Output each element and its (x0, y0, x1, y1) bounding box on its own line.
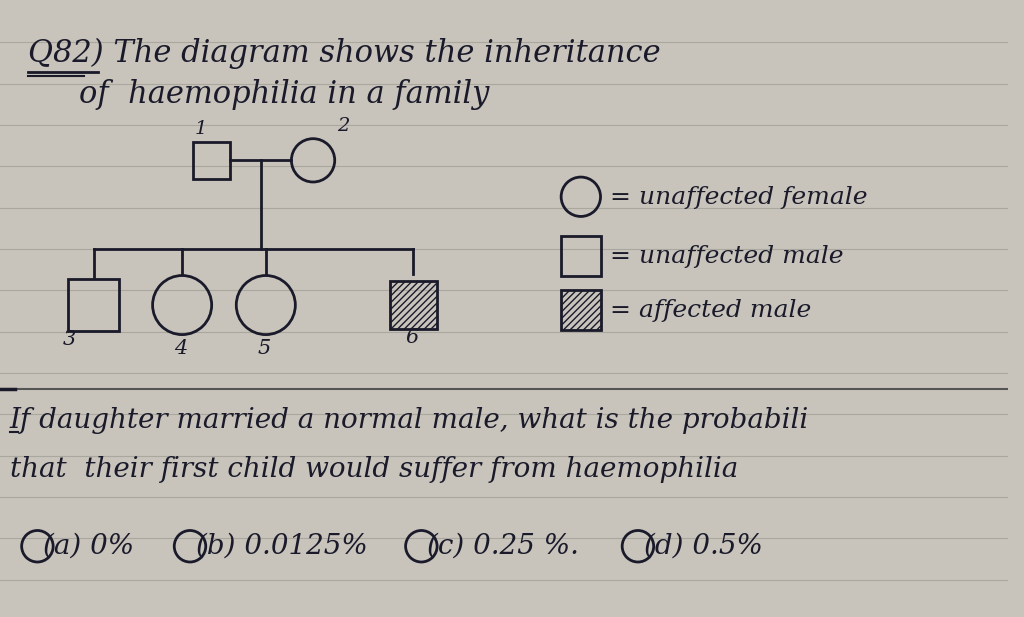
Text: = unaffected female: = unaffected female (610, 186, 868, 209)
Text: (c) 0.25 %.: (c) 0.25 %. (427, 532, 580, 559)
Text: If daughter married a normal male, what is the probabili: If daughter married a normal male, what … (10, 407, 809, 434)
Text: of  haemophilia in a family: of haemophilia in a family (79, 79, 489, 110)
Text: 5: 5 (258, 339, 271, 358)
Text: 1: 1 (195, 120, 207, 138)
Text: (b) 0.0125%: (b) 0.0125% (196, 532, 368, 559)
Text: 6: 6 (406, 328, 419, 347)
Text: Q82) The diagram shows the inheritance: Q82) The diagram shows the inheritance (28, 38, 660, 69)
Text: that  their first child would suffer from haemophilia: that their first child would suffer from… (10, 457, 738, 483)
Text: 3: 3 (63, 331, 76, 349)
Text: 4: 4 (174, 339, 187, 358)
Text: (d) 0.5%: (d) 0.5% (644, 532, 763, 559)
Text: = affected male: = affected male (610, 299, 812, 322)
Text: 2: 2 (337, 117, 349, 135)
Text: = unaffected male: = unaffected male (610, 245, 844, 268)
Text: (a) 0%: (a) 0% (43, 532, 134, 559)
